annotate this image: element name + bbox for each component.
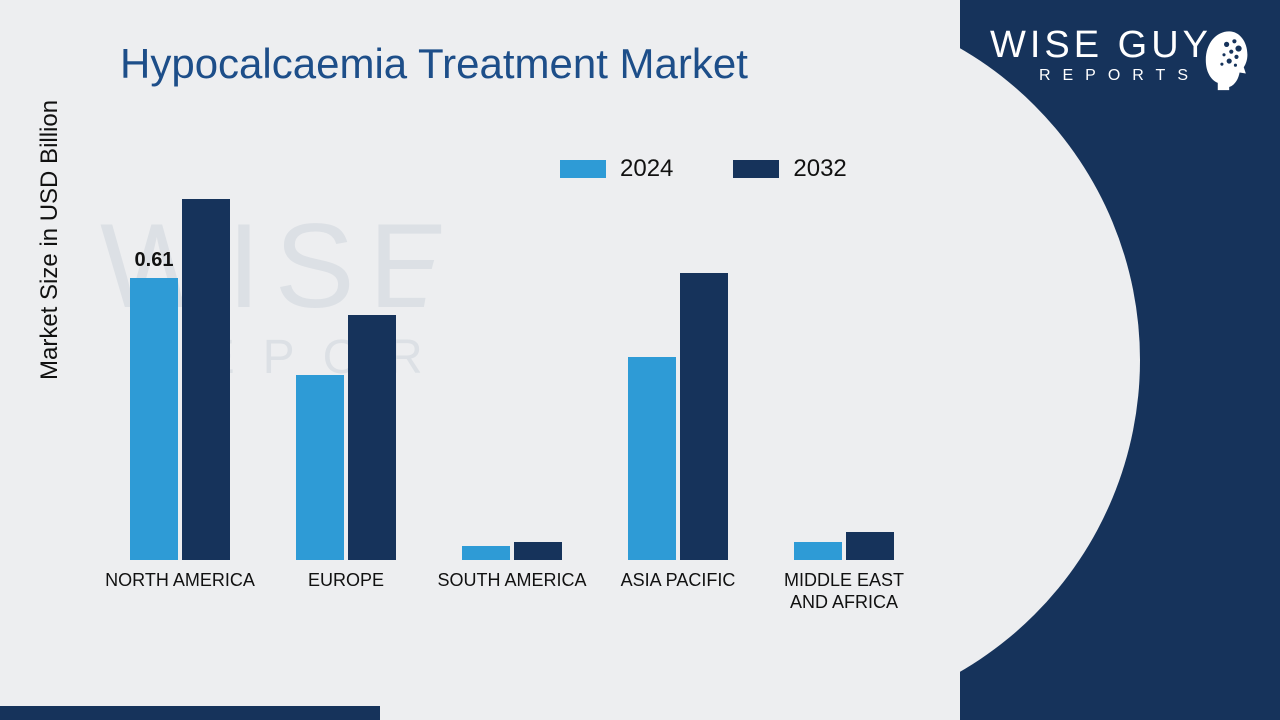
legend-item-2024: 2024 — [560, 155, 673, 183]
chart-legend: 2024 2032 — [560, 155, 847, 183]
legend-item-2032: 2032 — [733, 155, 846, 183]
bar-2032 — [514, 542, 562, 561]
category-label: NORTH AMERICA — [100, 560, 260, 592]
right-brand-panel — [960, 0, 1280, 720]
bar-2032 — [348, 315, 396, 560]
bar-2024 — [130, 278, 178, 560]
chart-title: Hypocalcaemia Treatment Market — [120, 40, 748, 88]
chart-canvas: WISE GUY REPORTS WISE GUY REPORTS Hypoca… — [0, 0, 1280, 720]
bar-2032 — [846, 532, 894, 560]
legend-swatch-2032 — [733, 160, 779, 178]
bottom-accent-bar — [0, 706, 380, 720]
bar-2024 — [296, 375, 344, 560]
bar-2024 — [628, 357, 676, 561]
bar-2024 — [462, 546, 510, 560]
bar-2024 — [794, 542, 842, 561]
bar-value-label: 0.61 — [135, 249, 174, 272]
category-label: ASIA PACIFIC — [598, 560, 758, 592]
brand-head-icon — [1198, 28, 1250, 92]
chart-plot-area: NORTH AMERICA0.61EUROPESOUTH AMERICAASIA… — [120, 190, 940, 560]
brand-logo: WISE GUY REPORTS — [990, 24, 1250, 104]
category-label: EUROPE — [266, 560, 426, 592]
bar-2032 — [680, 273, 728, 560]
bar-2032 — [182, 199, 230, 560]
legend-label-2024: 2024 — [620, 155, 673, 183]
category-label: MIDDLE EAST AND AFRICA — [764, 560, 924, 613]
category-label: SOUTH AMERICA — [432, 560, 592, 592]
legend-swatch-2024 — [560, 160, 606, 178]
y-axis-label: Market Size in USD Billion — [36, 100, 64, 380]
legend-label-2032: 2032 — [793, 155, 846, 183]
